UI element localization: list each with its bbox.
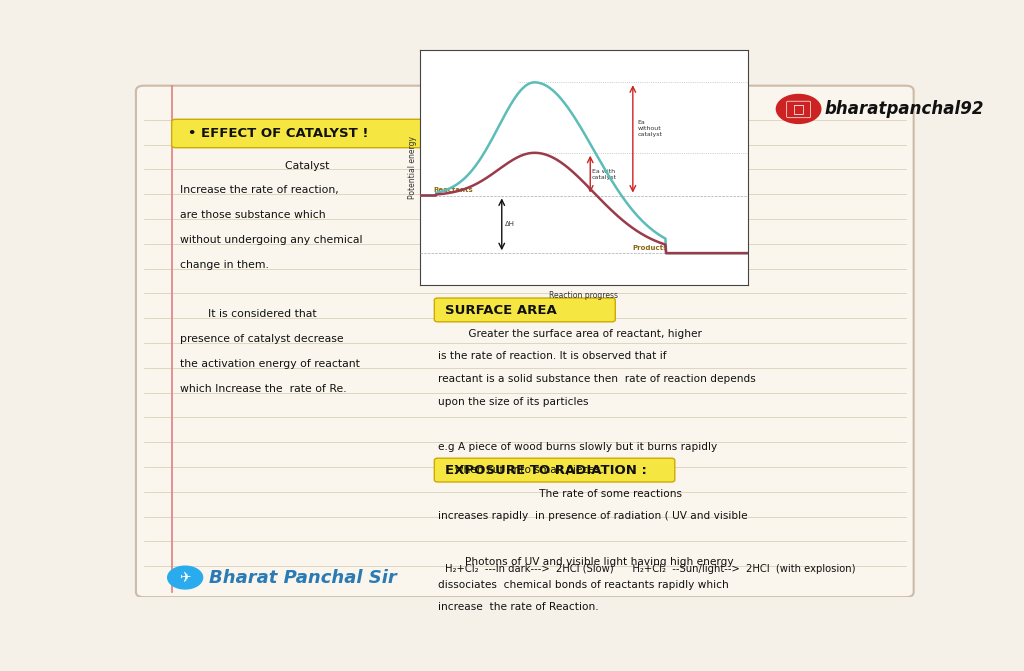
Text: Ea
without
catalyst: Ea without catalyst	[638, 120, 663, 137]
Text: Photons of UV and visible light having high energy: Photons of UV and visible light having h…	[437, 557, 733, 567]
Text: • EFFECT OF CATALYST !: • EFFECT OF CATALYST !	[187, 127, 368, 140]
Text: the activation energy of reactant: the activation energy of reactant	[179, 359, 359, 369]
X-axis label: Reaction progress: Reaction progress	[549, 291, 618, 300]
Text: Products: Products	[633, 245, 669, 251]
FancyBboxPatch shape	[434, 458, 675, 482]
Text: increase  the rate of Reaction.: increase the rate of Reaction.	[437, 603, 598, 613]
FancyBboxPatch shape	[172, 119, 441, 148]
FancyBboxPatch shape	[786, 101, 811, 117]
Text: Catalyst: Catalyst	[179, 160, 329, 170]
Text: increases rapidly  in presence of radiation ( UV and visible: increases rapidly in presence of radiati…	[437, 511, 748, 521]
Text: bharatpanchal92: bharatpanchal92	[824, 100, 984, 118]
Text: Reactants: Reactants	[433, 187, 473, 193]
Text: are those substance which: are those substance which	[179, 210, 326, 220]
Text: Ea with
catalyst: Ea with catalyst	[592, 168, 616, 180]
Text: EXPOSURE TO RADIATION :: EXPOSURE TO RADIATION :	[445, 464, 647, 477]
Text: reactant is a solid substance then  rate of reaction depends: reactant is a solid substance then rate …	[437, 374, 756, 384]
Text: ΔH: ΔH	[505, 221, 515, 227]
Text: without undergoing any chemical: without undergoing any chemical	[179, 235, 362, 245]
Text: is the rate of reaction. It is observed that if: is the rate of reaction. It is observed …	[437, 351, 666, 361]
Circle shape	[776, 95, 821, 123]
Y-axis label: Potential energy: Potential energy	[408, 136, 417, 199]
Text: H₂+Cl₂  ---In dark--->  2HCl (Slow)      H₂+Cl₂  --Sun/light-->  2HCl  (with exp: H₂+Cl₂ ---In dark---> 2HCl (Slow) H₂+Cl₂…	[445, 564, 856, 574]
Text: dissociates  chemical bonds of reactants rapidly which: dissociates chemical bonds of reactants …	[437, 580, 728, 590]
Text: ✈: ✈	[179, 570, 190, 584]
Text: change in them.: change in them.	[179, 260, 268, 270]
FancyBboxPatch shape	[136, 86, 913, 597]
Text: It is considered that: It is considered that	[179, 309, 316, 319]
Text: e.g A piece of wood burns slowly but it burns rapidly: e.g A piece of wood burns slowly but it …	[437, 442, 717, 452]
Text: □: □	[793, 103, 805, 115]
Circle shape	[168, 566, 203, 589]
Text: which Increase the  rate of Re.: which Increase the rate of Re.	[179, 384, 346, 394]
Text: Bharat Panchal Sir: Bharat Panchal Sir	[209, 568, 396, 586]
Text: presence of catalyst decrease: presence of catalyst decrease	[179, 334, 343, 344]
Text: SURFACE AREA: SURFACE AREA	[445, 304, 557, 317]
Text: Increase the rate of reaction,: Increase the rate of reaction,	[179, 185, 338, 195]
Text: The rate of some reactions: The rate of some reactions	[437, 488, 682, 499]
Text: upon the size of its particles: upon the size of its particles	[437, 397, 588, 407]
Text: when cut  into small pieces.: when cut into small pieces.	[437, 465, 603, 475]
Text: Greater the surface area of reactant, higher: Greater the surface area of reactant, hi…	[437, 329, 701, 339]
FancyBboxPatch shape	[434, 298, 615, 322]
